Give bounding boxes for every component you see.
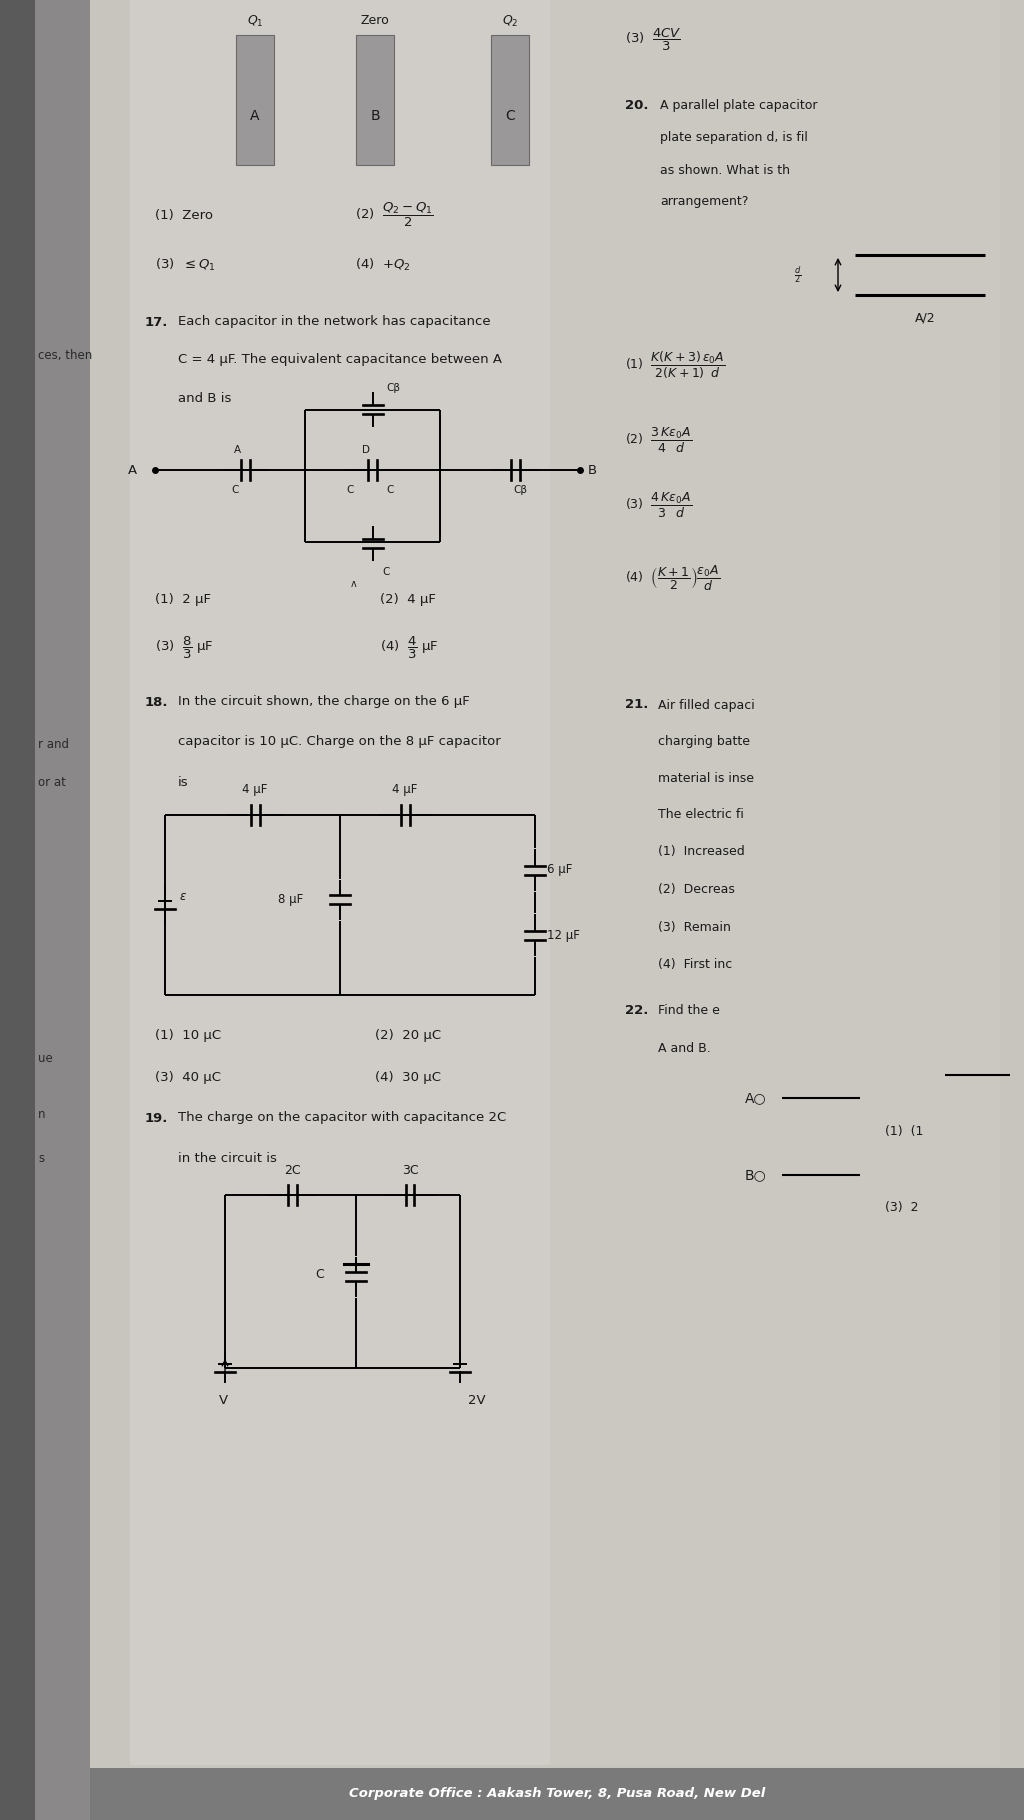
Text: $Q_2$: $Q_2$ bbox=[502, 13, 518, 29]
Text: (1)  Increased: (1) Increased bbox=[658, 846, 744, 859]
Text: 3C: 3C bbox=[401, 1163, 419, 1176]
Text: (2)  4 μF: (2) 4 μF bbox=[380, 593, 436, 606]
Text: n: n bbox=[38, 1108, 45, 1121]
Text: 20.: 20. bbox=[625, 98, 648, 111]
Text: or at: or at bbox=[38, 775, 66, 788]
Text: (4)  First inc: (4) First inc bbox=[658, 959, 732, 972]
Text: 4 μF: 4 μF bbox=[392, 783, 418, 797]
Text: (4)  $\left(\dfrac{K+1}{2}\right)\dfrac{\varepsilon_0 A}{d}$: (4) $\left(\dfrac{K+1}{2}\right)\dfrac{\… bbox=[625, 564, 720, 593]
Text: Cβ: Cβ bbox=[386, 382, 400, 393]
Text: (4)  $\dfrac{4}{3}$ μF: (4) $\dfrac{4}{3}$ μF bbox=[380, 635, 438, 661]
Text: (3)  $\leq Q_1$: (3) $\leq Q_1$ bbox=[155, 257, 216, 273]
Text: (4)  $+Q_2$: (4) $+Q_2$ bbox=[355, 257, 411, 273]
Text: C: C bbox=[231, 484, 239, 495]
Text: A○: A○ bbox=[745, 1090, 767, 1105]
Text: 2C: 2C bbox=[284, 1163, 300, 1176]
Text: Cβ: Cβ bbox=[513, 484, 527, 495]
Text: as shown. What is th: as shown. What is th bbox=[660, 164, 790, 177]
Bar bbox=[90, 1767, 1024, 1820]
Text: charging batte: charging batte bbox=[658, 735, 750, 748]
Text: 18.: 18. bbox=[145, 695, 169, 708]
Text: Find the e: Find the e bbox=[658, 1003, 720, 1017]
Text: C: C bbox=[505, 109, 515, 122]
Text: (1)  10 μC: (1) 10 μC bbox=[155, 1028, 221, 1041]
Text: A/2: A/2 bbox=[914, 311, 935, 324]
Text: plate separation d, is fil: plate separation d, is fil bbox=[660, 131, 808, 144]
Text: A: A bbox=[128, 464, 137, 477]
Text: and B is: and B is bbox=[178, 391, 231, 404]
Text: 12 μF: 12 μF bbox=[547, 928, 580, 941]
Text: The charge on the capacitor with capacitance 2C: The charge on the capacitor with capacit… bbox=[178, 1112, 506, 1125]
Text: (2)  $\dfrac{Q_2 - Q_1}{2}$: (2) $\dfrac{Q_2 - Q_1}{2}$ bbox=[355, 200, 434, 229]
Text: is: is bbox=[178, 775, 188, 788]
Bar bbox=[0, 0, 35, 1820]
Text: ε: ε bbox=[180, 890, 186, 903]
Text: B: B bbox=[371, 109, 380, 122]
Text: (3)  40 μC: (3) 40 μC bbox=[155, 1072, 221, 1085]
Bar bbox=[236, 35, 274, 166]
Text: (1)  2 μF: (1) 2 μF bbox=[155, 593, 211, 606]
Text: (3)  $\dfrac{8}{3}$ μF: (3) $\dfrac{8}{3}$ μF bbox=[155, 635, 214, 661]
Text: (2)  20 μC: (2) 20 μC bbox=[375, 1028, 441, 1041]
Text: Zero: Zero bbox=[360, 15, 389, 27]
Text: (3)  2: (3) 2 bbox=[885, 1201, 919, 1214]
Text: B○: B○ bbox=[745, 1168, 767, 1181]
Text: C: C bbox=[386, 484, 393, 495]
Text: in the circuit is: in the circuit is bbox=[178, 1152, 276, 1165]
Text: A parallel plate capacitor: A parallel plate capacitor bbox=[660, 98, 817, 111]
Text: 17.: 17. bbox=[145, 315, 168, 328]
Text: C: C bbox=[383, 568, 390, 577]
Text: The electric fi: The electric fi bbox=[658, 808, 743, 821]
Text: ue: ue bbox=[38, 1052, 53, 1065]
Text: Corporate Office : Aakash Tower, 8, Pusa Road, New Del: Corporate Office : Aakash Tower, 8, Pusa… bbox=[349, 1787, 765, 1800]
Text: (1)  (1: (1) (1 bbox=[885, 1125, 924, 1139]
Text: 19.: 19. bbox=[145, 1112, 168, 1125]
Text: s: s bbox=[38, 1152, 44, 1165]
Bar bbox=[490, 35, 529, 166]
Text: (4)  30 μC: (4) 30 μC bbox=[375, 1072, 441, 1085]
Text: V: V bbox=[218, 1394, 227, 1407]
Text: B: B bbox=[588, 464, 597, 477]
Text: Each capacitor in the network has capacitance: Each capacitor in the network has capaci… bbox=[178, 315, 490, 328]
Text: A: A bbox=[250, 109, 260, 122]
Text: 2V: 2V bbox=[468, 1394, 485, 1407]
Bar bbox=[130, 0, 990, 1765]
Text: 21.: 21. bbox=[625, 699, 648, 712]
Text: (1)  Zero: (1) Zero bbox=[155, 209, 213, 222]
Text: (2)  Decreas: (2) Decreas bbox=[658, 883, 735, 897]
Bar bbox=[356, 35, 394, 166]
Text: Air filled capaci: Air filled capaci bbox=[658, 699, 755, 712]
Bar bbox=[35, 0, 90, 1820]
Text: ʌ: ʌ bbox=[350, 579, 356, 590]
Text: C: C bbox=[315, 1269, 324, 1281]
Text: (3)  $\dfrac{4CV}{3}$: (3) $\dfrac{4CV}{3}$ bbox=[625, 27, 682, 53]
Bar bbox=[550, 0, 1000, 1765]
Text: (3)  $\dfrac{4\,K\varepsilon_0 A}{3\;\;\;d}$: (3) $\dfrac{4\,K\varepsilon_0 A}{3\;\;\;… bbox=[625, 491, 692, 519]
Text: ces, then: ces, then bbox=[38, 348, 92, 362]
Text: $Q_1$: $Q_1$ bbox=[247, 13, 263, 29]
Text: (3)  Remain: (3) Remain bbox=[658, 921, 731, 934]
Text: (1)  $\dfrac{K(K+3)\,\varepsilon_0 A}{2(K+1)\;\;d}$: (1) $\dfrac{K(K+3)\,\varepsilon_0 A}{2(K… bbox=[625, 349, 725, 380]
Text: capacitor is 10 μC. Charge on the 8 μF capacitor: capacitor is 10 μC. Charge on the 8 μF c… bbox=[178, 735, 501, 748]
Text: r and: r and bbox=[38, 739, 69, 752]
Text: arrangement?: arrangement? bbox=[660, 195, 749, 209]
Text: 4 μF: 4 μF bbox=[243, 783, 267, 797]
Text: In the circuit shown, the charge on the 6 μF: In the circuit shown, the charge on the … bbox=[178, 695, 470, 708]
Text: $\frac{d}{2}$: $\frac{d}{2}$ bbox=[795, 264, 802, 286]
Text: D: D bbox=[362, 446, 370, 455]
Text: A: A bbox=[233, 446, 241, 455]
Text: A and B.: A and B. bbox=[658, 1041, 711, 1054]
Text: 6 μF: 6 μF bbox=[547, 863, 572, 877]
Text: 22.: 22. bbox=[625, 1003, 648, 1017]
Text: material is inse: material is inse bbox=[658, 772, 754, 784]
Text: C = 4 μF. The equivalent capacitance between A: C = 4 μF. The equivalent capacitance bet… bbox=[178, 353, 502, 366]
Text: 8 μF: 8 μF bbox=[278, 894, 303, 906]
Text: C: C bbox=[346, 484, 353, 495]
Text: (2)  $\dfrac{3\,K\varepsilon_0 A}{4\;\;\;d}$: (2) $\dfrac{3\,K\varepsilon_0 A}{4\;\;\;… bbox=[625, 426, 692, 455]
